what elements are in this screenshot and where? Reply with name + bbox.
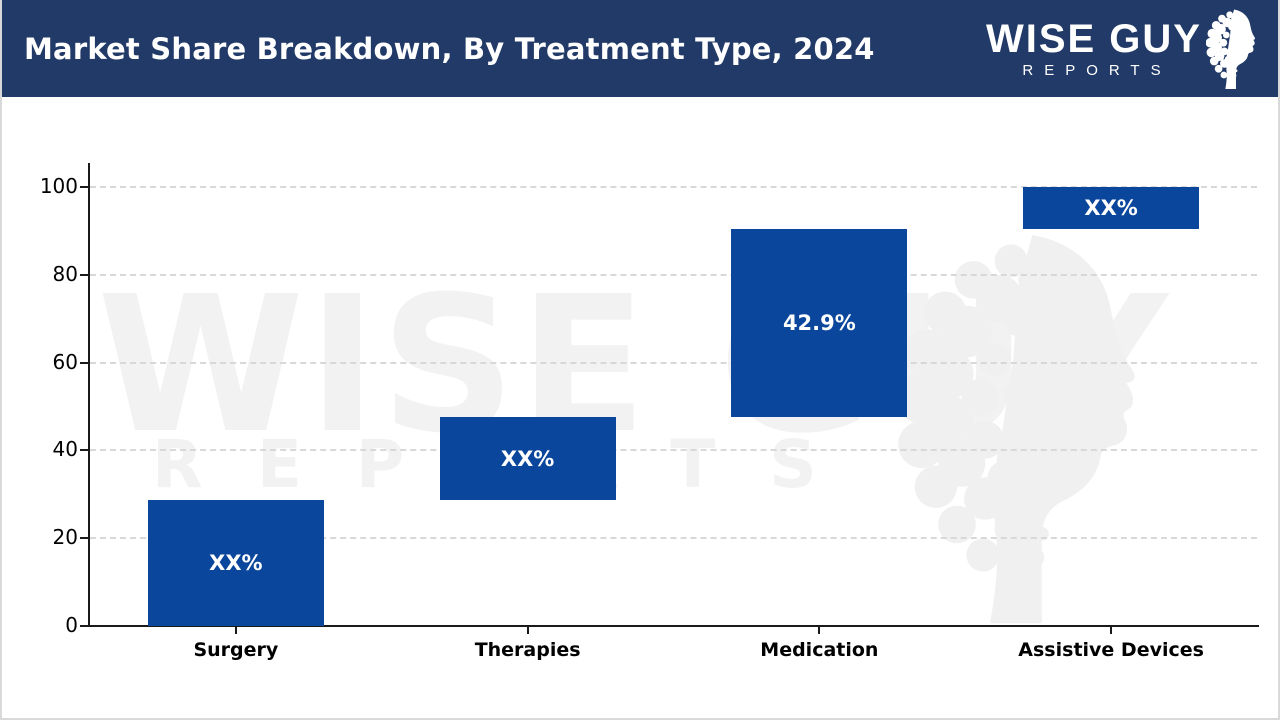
- brand-head-profile-icon: [1206, 8, 1256, 89]
- bar-segment: 42.9%: [731, 228, 908, 418]
- bar-segment: XX%: [439, 417, 616, 501]
- y-tick-mark: [80, 361, 88, 364]
- x-axis-line: [88, 625, 1259, 627]
- y-tick-mark: [80, 186, 88, 188]
- y-tick-label: 80: [52, 261, 78, 286]
- gridline: [90, 449, 1257, 452]
- x-tick-mark: [818, 627, 821, 634]
- x-axis-category-label: Medication: [760, 639, 879, 661]
- bar-segment: XX%: [147, 500, 324, 626]
- y-tick-label: 0: [65, 613, 78, 637]
- gridline: [90, 273, 1257, 276]
- brand-logo: WISE GUY REPORTS: [986, 8, 1278, 90]
- x-axis-category-label: Assistive Devices: [1018, 639, 1204, 661]
- watermark-head-profile-icon: [893, 235, 1135, 624]
- page-title: Market Share Breakdown, By Treatment Typ…: [24, 31, 875, 66]
- y-tick-mark: [80, 537, 88, 540]
- gridline: [90, 537, 1257, 540]
- y-tick-label: 100: [39, 174, 78, 198]
- gridline: [90, 186, 1257, 188]
- brand-logo-text: WISE GUY REPORTS: [986, 19, 1202, 79]
- y-tick-mark: [80, 273, 88, 276]
- x-tick-mark: [526, 627, 529, 634]
- y-tick-label: 20: [52, 525, 78, 550]
- x-tick-mark: [1110, 627, 1113, 634]
- brand-name: WISE GUY: [985, 16, 1202, 61]
- chart-area: 0 20 40 60 80 100 XX% Surgery XX% Therapies 42.9% M…: [2, 97, 1278, 718]
- y-axis-line: [88, 163, 90, 627]
- bar-value-label: XX%: [209, 551, 263, 576]
- brand-subname: REPORTS: [1022, 61, 1172, 79]
- bar-value-label: XX%: [1084, 195, 1138, 220]
- x-axis-category-label: Surgery: [193, 639, 279, 661]
- x-tick-mark: [234, 627, 237, 634]
- x-axis-category-label: Therapies: [474, 639, 581, 661]
- y-tick-mark: [80, 449, 88, 452]
- y-tick-label: 60: [52, 349, 78, 374]
- bar-value-label: 42.9%: [782, 310, 856, 335]
- header: Market Share Breakdown, By Treatment Typ…: [2, 0, 1278, 97]
- bar-segment: XX%: [1023, 187, 1200, 229]
- y-tick-label: 40: [52, 437, 78, 462]
- y-tick-mark: [80, 625, 88, 627]
- gridline: [90, 361, 1257, 364]
- bar-value-label: XX%: [500, 446, 555, 471]
